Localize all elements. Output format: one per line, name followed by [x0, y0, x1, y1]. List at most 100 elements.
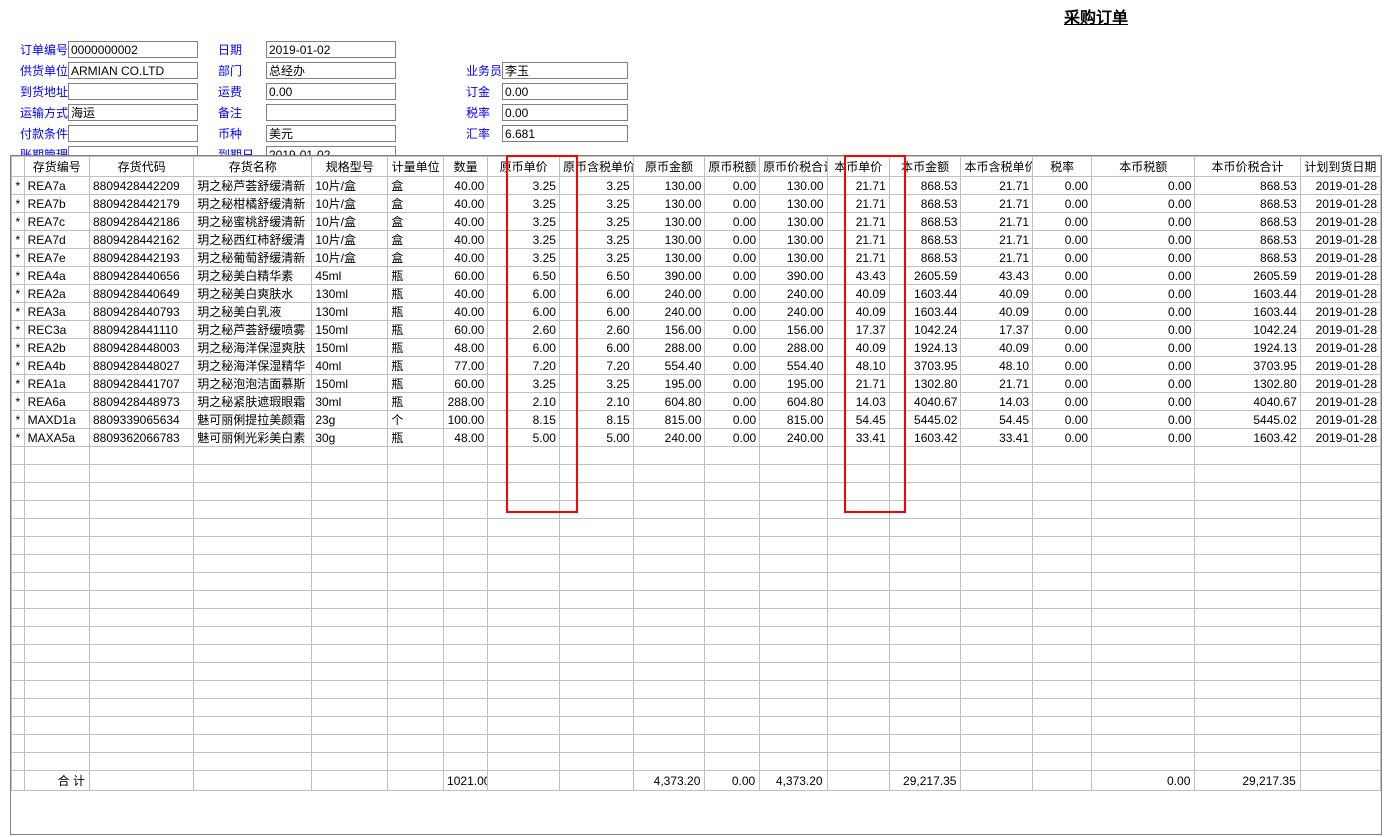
cell-lc_tax[interactable]: 0.00	[1092, 177, 1195, 195]
cell-spec[interactable]: 10片/盒	[312, 231, 388, 249]
grid-header-fc_price[interactable]: 原币单价	[488, 157, 560, 177]
cell-fc_price_tax[interactable]: 3.25	[559, 177, 633, 195]
table-row[interactable]: *MAXD1a8809339065634魅可丽俐提拉美颜霜23g个100.008…	[12, 411, 1381, 429]
cell-lc_total[interactable]: 1302.80	[1195, 375, 1300, 393]
cell-arrive[interactable]: 2019-01-28	[1300, 339, 1380, 357]
table-row[interactable]: *REA7b8809428442179玥之秘柑橘舒缓清新10片/盒盒40.003…	[12, 195, 1381, 213]
cell-fc_price_tax[interactable]: 6.00	[559, 303, 633, 321]
grid-header-fc_price_tax[interactable]: 原币含税单价	[559, 157, 633, 177]
cell-lc_amount[interactable]: 1924.13	[889, 339, 961, 357]
cell-qty[interactable]: 60.00	[444, 375, 488, 393]
grid-header-fc_tax[interactable]: 原币税额	[705, 157, 760, 177]
cell-lc_price_tax[interactable]: 40.09	[961, 339, 1033, 357]
cell-uom[interactable]: 盒	[388, 177, 444, 195]
cell-fc_tax[interactable]: 0.00	[705, 285, 760, 303]
input-ship-addr[interactable]	[68, 83, 198, 100]
cell-fc_price[interactable]: 5.00	[488, 429, 560, 447]
table-row-empty[interactable]	[12, 753, 1381, 771]
cell-fc_amount[interactable]: 130.00	[633, 177, 705, 195]
cell-lc_price[interactable]: 40.09	[827, 285, 889, 303]
cell-lc_price_tax[interactable]: 21.71	[961, 375, 1033, 393]
cell-fc_total[interactable]: 130.00	[760, 195, 827, 213]
cell-inv_code[interactable]: 8809428448003	[89, 339, 193, 357]
cell-fc_price[interactable]: 2.60	[488, 321, 560, 339]
cell-fc_tax[interactable]: 0.00	[705, 357, 760, 375]
cell-inv_code[interactable]: 8809362066783	[89, 429, 193, 447]
cell-fc_tax[interactable]: 0.00	[705, 177, 760, 195]
cell-spec[interactable]: 45ml	[312, 267, 388, 285]
cell-lc_amount[interactable]: 4040.67	[889, 393, 961, 411]
grid-header-mark[interactable]	[12, 157, 25, 177]
cell-inv_name[interactable]: 玥之秘美白爽肤水	[194, 285, 312, 303]
cell-lc_price[interactable]: 40.09	[827, 303, 889, 321]
cell-lc_tax[interactable]: 0.00	[1092, 213, 1195, 231]
cell-lc_price[interactable]: 40.09	[827, 339, 889, 357]
grid-header-lc_total[interactable]: 本币价税合计	[1195, 157, 1300, 177]
input-order-no[interactable]	[68, 41, 198, 58]
cell-mark[interactable]: *	[12, 411, 25, 429]
table-row-empty[interactable]	[12, 645, 1381, 663]
cell-inv_code[interactable]: 8809428442179	[89, 195, 193, 213]
table-row-empty[interactable]	[12, 573, 1381, 591]
input-currency[interactable]	[266, 125, 396, 142]
cell-inv_code[interactable]: 8809428441707	[89, 375, 193, 393]
table-row[interactable]: *REA7c8809428442186玥之秘蜜桃舒缓清新10片/盒盒40.003…	[12, 213, 1381, 231]
cell-inv_no[interactable]: REA7c	[24, 213, 89, 231]
cell-inv_no[interactable]: REC3a	[24, 321, 89, 339]
cell-spec[interactable]: 150ml	[312, 375, 388, 393]
cell-fc_price_tax[interactable]: 7.20	[559, 357, 633, 375]
cell-inv_name[interactable]: 玥之秘美白精华素	[194, 267, 312, 285]
cell-lc_price[interactable]: 14.03	[827, 393, 889, 411]
input-tax-rate[interactable]	[502, 104, 628, 121]
cell-fc_tax[interactable]: 0.00	[705, 429, 760, 447]
cell-fc_tax[interactable]: 0.00	[705, 393, 760, 411]
cell-spec[interactable]: 40ml	[312, 357, 388, 375]
cell-fc_price_tax[interactable]: 3.25	[559, 213, 633, 231]
cell-lc_price_tax[interactable]: 48.10	[961, 357, 1033, 375]
cell-fc_price[interactable]: 3.25	[488, 177, 560, 195]
cell-tax_rate[interactable]: 0.00	[1033, 213, 1092, 231]
cell-lc_total[interactable]: 868.53	[1195, 195, 1300, 213]
grid-header-inv_no[interactable]: 存货编号	[24, 157, 89, 177]
cell-lc_price[interactable]: 17.37	[827, 321, 889, 339]
cell-lc_amount[interactable]: 868.53	[889, 249, 961, 267]
cell-tax_rate[interactable]: 0.00	[1033, 303, 1092, 321]
cell-lc_price[interactable]: 21.71	[827, 231, 889, 249]
cell-mark[interactable]: *	[12, 429, 25, 447]
cell-arrive[interactable]: 2019-01-28	[1300, 303, 1380, 321]
cell-mark[interactable]: *	[12, 375, 25, 393]
cell-fc_price_tax[interactable]: 6.00	[559, 339, 633, 357]
cell-fc_tax[interactable]: 0.00	[705, 195, 760, 213]
cell-inv_code[interactable]: 8809428442209	[89, 177, 193, 195]
cell-fc_total[interactable]: 195.00	[760, 375, 827, 393]
cell-inv_code[interactable]: 8809339065634	[89, 411, 193, 429]
table-row-empty[interactable]	[12, 681, 1381, 699]
grid-header-tax_rate[interactable]: 税率	[1033, 157, 1092, 177]
cell-qty[interactable]: 40.00	[444, 213, 488, 231]
cell-tax_rate[interactable]: 0.00	[1033, 411, 1092, 429]
cell-inv_code[interactable]: 8809428442186	[89, 213, 193, 231]
cell-arrive[interactable]: 2019-01-28	[1300, 213, 1380, 231]
cell-mark[interactable]: *	[12, 195, 25, 213]
cell-mark[interactable]: *	[12, 249, 25, 267]
cell-fc_price[interactable]: 3.25	[488, 195, 560, 213]
cell-uom[interactable]: 盒	[388, 213, 444, 231]
cell-lc_price[interactable]: 21.71	[827, 177, 889, 195]
cell-lc_amount[interactable]: 2605.59	[889, 267, 961, 285]
input-pay-terms[interactable]	[68, 125, 198, 142]
table-row-empty[interactable]	[12, 555, 1381, 573]
cell-lc_tax[interactable]: 0.00	[1092, 375, 1195, 393]
cell-lc_total[interactable]: 3703.95	[1195, 357, 1300, 375]
cell-arrive[interactable]: 2019-01-28	[1300, 411, 1380, 429]
cell-spec[interactable]: 10片/盒	[312, 213, 388, 231]
cell-mark[interactable]: *	[12, 339, 25, 357]
cell-inv_name[interactable]: 魅可丽俐提拉美颜霜	[194, 411, 312, 429]
cell-inv_no[interactable]: REA7b	[24, 195, 89, 213]
cell-lc_tax[interactable]: 0.00	[1092, 231, 1195, 249]
cell-tax_rate[interactable]: 0.00	[1033, 429, 1092, 447]
cell-lc_total[interactable]: 2605.59	[1195, 267, 1300, 285]
cell-fc_price[interactable]: 6.00	[488, 303, 560, 321]
cell-arrive[interactable]: 2019-01-28	[1300, 249, 1380, 267]
cell-fc_tax[interactable]: 0.00	[705, 249, 760, 267]
table-row[interactable]: *REA3a8809428440793玥之秘美白乳液130ml瓶40.006.0…	[12, 303, 1381, 321]
